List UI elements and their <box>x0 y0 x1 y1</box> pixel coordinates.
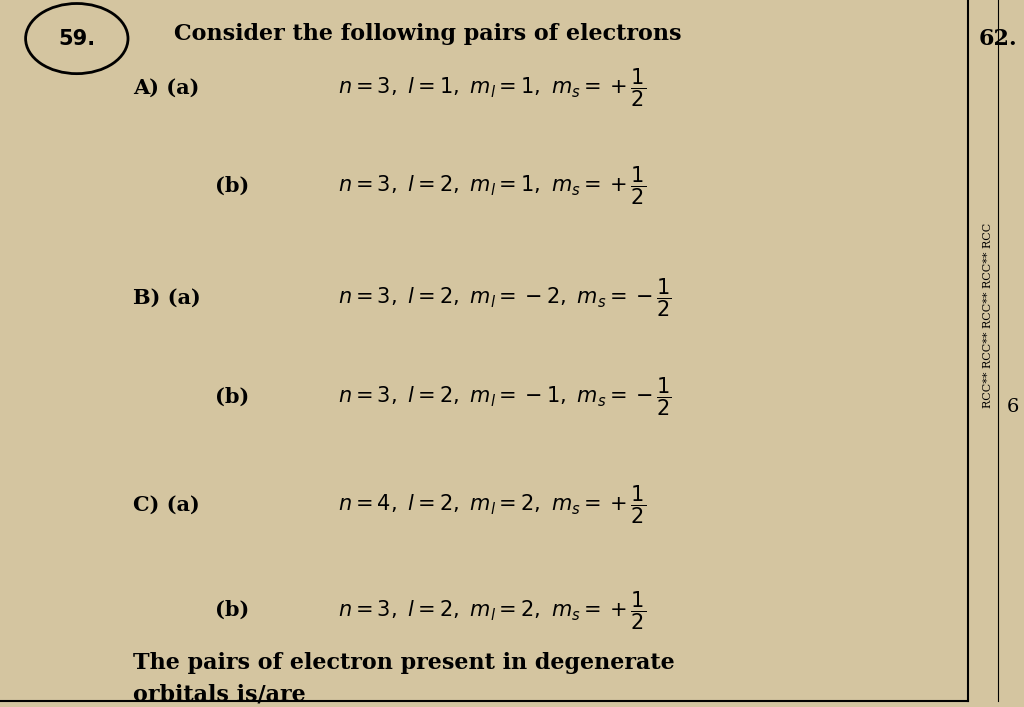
Text: $n = 3,\ l = 2,\ m_{l} = 1,\ m_{s} = +\dfrac{1}{2}$: $n = 3,\ l = 2,\ m_{l} = 1,\ m_{s} = +\d… <box>338 165 646 207</box>
Text: 59.: 59. <box>58 28 95 49</box>
Text: (b): (b) <box>215 386 249 407</box>
Text: (b): (b) <box>215 176 249 196</box>
Text: $n = 3,\ l = 2,\ m_{l} = -1,\ m_{s} = -\dfrac{1}{2}$: $n = 3,\ l = 2,\ m_{l} = -1,\ m_{s} = -\… <box>338 375 672 418</box>
Text: 6: 6 <box>1007 398 1019 416</box>
Text: C) (a): C) (a) <box>133 495 200 515</box>
Text: The pairs of electron present in degenerate: The pairs of electron present in degener… <box>133 652 675 674</box>
Text: Consider the following pairs of electrons: Consider the following pairs of electron… <box>174 23 682 45</box>
Text: orbitals is/are: orbitals is/are <box>133 684 306 706</box>
Text: 62.: 62. <box>978 28 1017 49</box>
Text: $n = 4,\ l = 2,\ m_{l} = 2,\ m_{s} = +\dfrac{1}{2}$: $n = 4,\ l = 2,\ m_{l} = 2,\ m_{s} = +\d… <box>338 484 646 526</box>
Text: $n = 3,\ l = 2,\ m_{l} = -2,\ m_{s} = -\dfrac{1}{2}$: $n = 3,\ l = 2,\ m_{l} = -2,\ m_{s} = -\… <box>338 277 672 320</box>
Text: A) (a): A) (a) <box>133 78 200 98</box>
Text: (b): (b) <box>215 600 249 620</box>
Text: RCC** RCC** RCC** RCC** RCC: RCC** RCC** RCC** RCC** RCC <box>983 223 993 408</box>
Text: $n = 3,\ l = 1,\ m_{l} = 1,\ m_{s} = +\dfrac{1}{2}$: $n = 3,\ l = 1,\ m_{l} = 1,\ m_{s} = +\d… <box>338 66 646 109</box>
Text: B) (a): B) (a) <box>133 288 201 308</box>
Text: $n = 3,\ l = 2,\ m_{l} = 2,\ m_{s} = +\dfrac{1}{2}$: $n = 3,\ l = 2,\ m_{l} = 2,\ m_{s} = +\d… <box>338 589 646 631</box>
